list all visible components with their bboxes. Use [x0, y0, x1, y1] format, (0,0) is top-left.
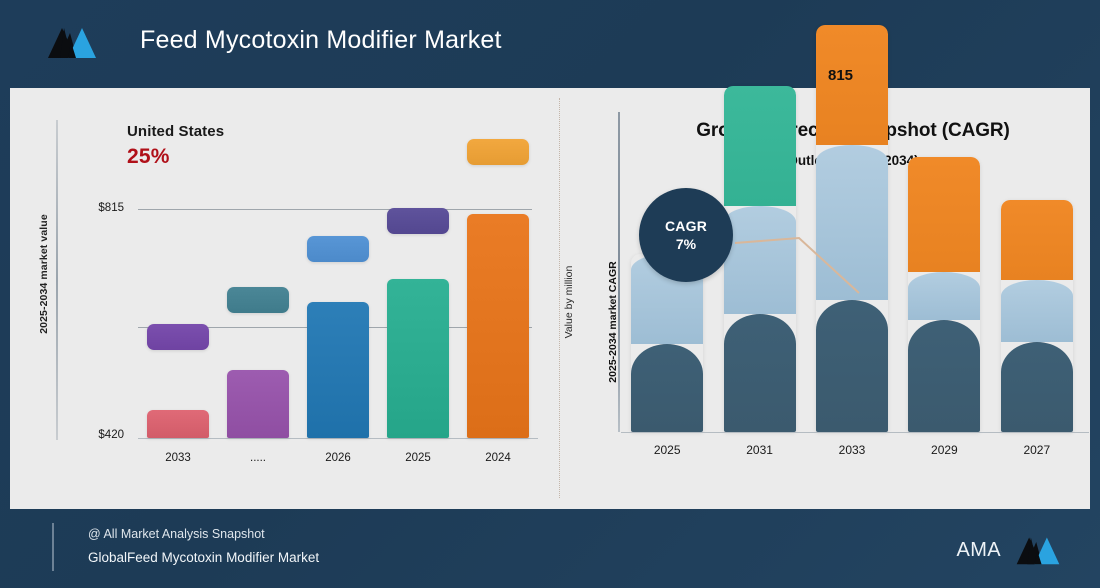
left-bar-cap — [467, 139, 529, 166]
footer-source-line: @ All Market Analysis Snapshot — [88, 527, 265, 541]
right-x-tick-label: 2031 — [746, 443, 773, 457]
left-x-tick-label: 2025 — [405, 452, 431, 464]
value-callout-815: 815 — [828, 67, 854, 84]
footer-brand-text: AMA — [956, 538, 1001, 561]
left-y-tick-top: $815 — [98, 202, 124, 214]
right-bar-group: 2033 — [816, 25, 888, 457]
right-bar-segment-top — [1000, 200, 1073, 280]
value-by-million-label: Value by million — [563, 265, 575, 339]
left-bar-cap — [307, 235, 369, 262]
left-bar-group: 2033 — [147, 120, 209, 464]
right-bar-segment-base — [723, 314, 796, 432]
left-bar — [307, 301, 369, 438]
panel-divider — [559, 98, 560, 498]
right-bar-segment-middle — [908, 272, 981, 320]
left-x-tick-label: 2033 — [165, 452, 191, 464]
right-stacked-bar — [816, 25, 888, 432]
region-percent: 25% — [127, 145, 170, 168]
left-gridline-top — [138, 209, 532, 210]
left-chart-heading: United States 25% — [127, 123, 224, 169]
left-x-tick-label: 2024 — [485, 452, 511, 464]
right-bar-group: 2029 — [908, 128, 981, 457]
right-bar-segment-top — [816, 25, 888, 145]
right-stacked-bar — [908, 157, 981, 432]
cagr-badge-value: 7% — [675, 236, 697, 252]
left-chart-panel: 2025-2034 market value $815 $420 United … — [10, 88, 559, 509]
left-bar-cap — [387, 207, 449, 234]
ama-mountain-logo-icon — [48, 28, 96, 58]
right-bar-group: 2031 — [723, 86, 796, 457]
left-bars-plot: 2033..... 2026 2025 2024 — [138, 120, 538, 464]
page-title: Feed Mycotoxin Modifier Market — [140, 26, 502, 54]
right-bar-segment-top — [723, 86, 796, 206]
right-bar-segment-base — [1000, 342, 1073, 432]
page-header: Feed Mycotoxin Modifier Market — [0, 0, 1100, 84]
left-bar-group: 2024 — [467, 120, 529, 464]
left-y-axis-line — [56, 120, 58, 440]
left-bar — [387, 279, 449, 438]
page-footer: @ All Market Analysis Snapshot GlobalFee… — [0, 509, 1100, 588]
right-x-tick-label: 2025 — [653, 443, 681, 457]
right-bar-segment-middle — [816, 145, 888, 300]
left-x-tick-label: ..... — [250, 452, 266, 464]
left-bar-group: ..... — [227, 120, 289, 464]
left-bar-group: 2025 — [387, 120, 449, 464]
left-bar — [227, 369, 289, 438]
footer-divider — [52, 523, 54, 571]
left-bar-group: 2026 — [307, 120, 369, 464]
right-x-tick-label: 2027 — [1023, 443, 1051, 457]
region-label: United States — [127, 123, 225, 140]
right-bar-segment-base — [631, 344, 704, 432]
ama-mountain-logo-icon — [1016, 537, 1060, 565]
left-bar — [467, 213, 529, 438]
right-x-tick-label: 2029 — [931, 443, 958, 457]
right-bar-group: 2027 — [1000, 128, 1073, 457]
right-bar-segment-base — [816, 300, 888, 432]
right-bar-segment-base — [908, 320, 981, 432]
right-baseline — [621, 432, 1089, 433]
footer-report-line: GlobalFeed Mycotoxin Modifier Market — [88, 550, 320, 565]
right-bar-segment-middle — [723, 206, 796, 314]
right-x-tick-label: 2033 — [838, 443, 866, 457]
footer-brand: AMA — [956, 534, 1066, 566]
left-baseline — [138, 438, 538, 439]
right-stacked-bar — [1000, 200, 1073, 432]
right-stacked-bar — [723, 86, 796, 432]
left-y-axis-title: 2025-2034 market value — [38, 214, 50, 334]
content-card: 2025-2034 market value $815 $420 United … — [10, 25, 1090, 509]
cagr-badge: CAGR 7% — [639, 188, 733, 282]
left-bar-cap — [147, 323, 209, 350]
left-bar — [147, 409, 209, 438]
cagr-badge-label: CAGR — [664, 218, 708, 234]
right-y-axis-line — [618, 112, 620, 432]
right-chart-panel: Value by million 2025-2034 market CAGR G… — [559, 25, 1090, 509]
left-bar-cap — [227, 287, 289, 314]
right-bar-segment-middle — [1000, 280, 1073, 342]
right-bar-segment-top — [908, 157, 981, 272]
left-x-tick-label: 2026 — [325, 452, 351, 464]
left-y-tick-bottom: $420 — [98, 429, 124, 441]
